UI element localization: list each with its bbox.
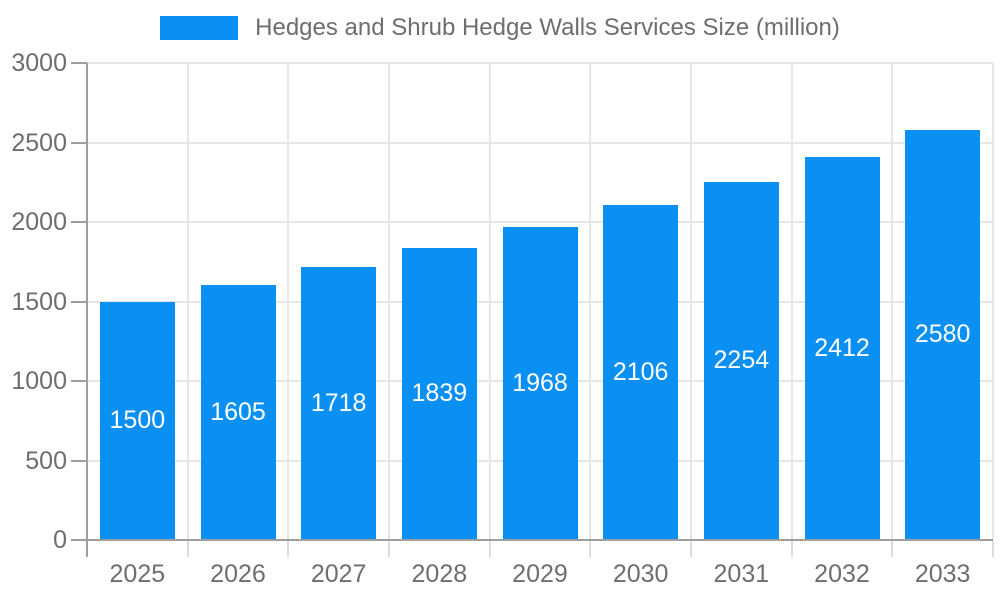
y-axis-tick bbox=[71, 62, 87, 64]
bar-value-label: 1605 bbox=[210, 397, 266, 426]
bar-value-label: 2106 bbox=[612, 358, 669, 387]
legend-label: Hedges and Shrub Hedge Walls Services Si… bbox=[255, 14, 840, 41]
x-axis-tick bbox=[388, 541, 390, 557]
y-axis-tick bbox=[71, 300, 87, 303]
bar-value-label: 2580 bbox=[914, 320, 971, 349]
gridline-horizontal bbox=[87, 62, 993, 64]
gridline-vertical bbox=[388, 63, 390, 540]
x-tick-label: 2026 bbox=[210, 560, 266, 588]
gridline-horizontal bbox=[87, 221, 993, 223]
bar-value-label: 1968 bbox=[512, 369, 568, 398]
bar-2029[interactable]: 1968 bbox=[502, 227, 578, 540]
x-tick-label: 2032 bbox=[814, 560, 870, 588]
gridline-vertical bbox=[589, 63, 592, 540]
bar-value-label: 1500 bbox=[109, 406, 166, 435]
y-axis-tick bbox=[71, 141, 87, 144]
gridline-vertical bbox=[790, 63, 793, 540]
x-tick-label: 2025 bbox=[109, 560, 166, 588]
y-tick-label: 500 bbox=[25, 446, 67, 475]
gridline-vertical bbox=[287, 63, 290, 540]
x-tick-label: 2033 bbox=[914, 560, 971, 588]
bar-2030[interactable]: 2106 bbox=[603, 205, 679, 540]
bar-2031[interactable]: 2254 bbox=[703, 181, 779, 540]
bar-2025[interactable]: 1500 bbox=[99, 301, 175, 540]
x-axis-tick bbox=[690, 541, 692, 557]
gridline-vertical bbox=[891, 63, 894, 540]
y-axis-line bbox=[86, 63, 88, 557]
legend-swatch-icon bbox=[160, 16, 239, 40]
gridline-vertical bbox=[488, 63, 491, 540]
bar-2028[interactable]: 1839 bbox=[401, 247, 477, 540]
x-axis-tick bbox=[287, 541, 290, 557]
bar-value-label: 2412 bbox=[814, 333, 870, 362]
bar-2027[interactable]: 1718 bbox=[301, 266, 377, 540]
bar-value-label: 1718 bbox=[310, 388, 367, 417]
x-tick-label: 2027 bbox=[310, 560, 367, 588]
gridline-vertical bbox=[186, 63, 189, 540]
gridline-vertical bbox=[690, 63, 692, 540]
y-tick-label: 2500 bbox=[11, 128, 67, 157]
bar-2033[interactable]: 2580 bbox=[905, 129, 981, 540]
x-axis-tick bbox=[186, 541, 189, 557]
x-tick-label: 2031 bbox=[713, 560, 770, 588]
gridline-horizontal bbox=[87, 141, 993, 144]
y-axis-tick bbox=[71, 221, 87, 223]
x-axis-line bbox=[71, 539, 993, 541]
x-axis-tick bbox=[790, 541, 793, 557]
x-tick-label: 2028 bbox=[411, 560, 468, 588]
legend-item[interactable]: Hedges and Shrub Hedge Walls Services Si… bbox=[160, 14, 840, 42]
bar-2026[interactable]: 1605 bbox=[200, 284, 276, 540]
y-tick-label: 1000 bbox=[11, 367, 67, 395]
y-axis-tick bbox=[71, 380, 87, 382]
x-axis-tick bbox=[891, 541, 894, 557]
x-axis-tick bbox=[488, 541, 491, 557]
bar-value-label: 2254 bbox=[713, 346, 770, 375]
x-tick-label: 2030 bbox=[612, 560, 669, 588]
y-tick-label: 2000 bbox=[11, 208, 67, 236]
bar-value-label: 1839 bbox=[411, 379, 468, 408]
y-axis-tick bbox=[71, 459, 87, 462]
bar-2032[interactable]: 2412 bbox=[804, 156, 880, 540]
y-tick-label: 3000 bbox=[11, 49, 67, 77]
x-axis-tick bbox=[589, 541, 592, 557]
y-tick-label: 0 bbox=[53, 526, 67, 554]
chart-legend: Hedges and Shrub Hedge Walls Services Si… bbox=[0, 14, 1000, 42]
y-tick-label: 1500 bbox=[11, 287, 67, 316]
gridline-vertical bbox=[992, 63, 994, 540]
x-tick-label: 2029 bbox=[512, 560, 568, 588]
plot-area: 1500 1605 1718 1839 1968 2106 2254 2412 2580 bbox=[87, 62, 994, 540]
x-axis-tick bbox=[992, 541, 994, 557]
